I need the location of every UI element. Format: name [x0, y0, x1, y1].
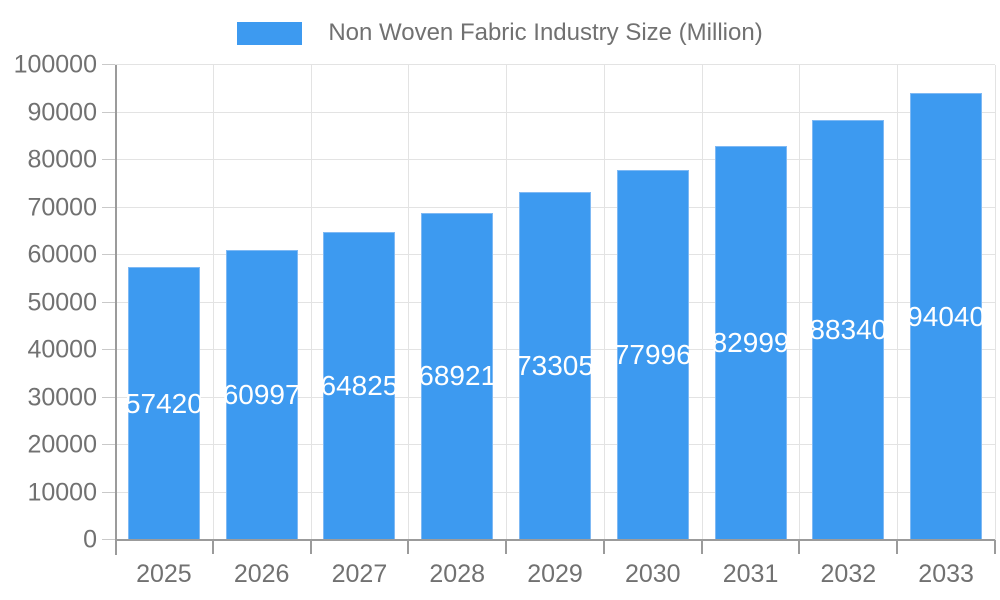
- x-tick-mark: [505, 540, 508, 554]
- y-tick-label: 0: [83, 525, 97, 554]
- x-tick-mark: [309, 540, 312, 554]
- y-tick-label: 30000: [27, 383, 97, 411]
- v-gridline: [995, 65, 996, 540]
- x-axis-line: [115, 539, 995, 541]
- bar-value-label: 73305: [516, 349, 594, 381]
- y-tick-label: 70000: [27, 193, 97, 221]
- y-tick-mark: [102, 111, 115, 113]
- bar[interactable]: 57420: [124, 267, 203, 540]
- v-gridline: [310, 65, 312, 540]
- bar-value-label: 82999: [711, 326, 790, 358]
- h-gridline: [115, 159, 995, 160]
- bar-value-label: 64825: [320, 370, 399, 402]
- y-tick-label: 100000: [13, 50, 97, 79]
- x-axis-labels: 2025 2026 2027 2028 2029 2030 2031 2032 2033: [115, 558, 995, 590]
- y-tick-label: 10000: [27, 478, 97, 506]
- bar-value-label: 94040: [907, 300, 986, 332]
- bar-value-label: 57420: [124, 387, 203, 419]
- y-tick-mark: [102, 349, 115, 350]
- y-tick-mark: [102, 491, 115, 493]
- v-gridline: [701, 65, 703, 540]
- y-tick-mark: [102, 539, 115, 540]
- bar-value-label: 60997: [222, 379, 301, 411]
- bar[interactable]: 94040: [907, 93, 986, 540]
- h-gridline: [115, 111, 995, 113]
- y-tick-mark: [102, 444, 115, 445]
- y-tick-mark: [102, 301, 115, 303]
- bar[interactable]: 68921: [418, 212, 497, 540]
- x-tick-label: 2026: [233, 560, 290, 588]
- legend: Non Woven Fabric Industry Size (Million): [0, 19, 1000, 46]
- bar[interactable]: 60997: [222, 250, 301, 540]
- x-tick-mark: [407, 540, 410, 554]
- bar-value-label: 77996: [613, 338, 692, 370]
- y-tick-label: 40000: [27, 335, 97, 364]
- x-tick-label: 2025: [136, 560, 192, 588]
- x-tick-mark: [798, 540, 801, 554]
- y-tick-mark: [102, 64, 115, 65]
- v-gridline: [799, 65, 801, 540]
- y-tick-mark: [102, 206, 115, 208]
- bar[interactable]: 82999: [711, 145, 790, 540]
- x-tick-label: 2033: [918, 560, 974, 588]
- y-tick-label: 60000: [27, 240, 97, 269]
- x-tick-mark: [602, 540, 605, 554]
- y-tick-mark: [102, 254, 115, 255]
- v-gridline: [897, 65, 899, 540]
- y-tick-label: 90000: [27, 98, 97, 126]
- y-axis-line: [115, 65, 117, 555]
- x-tick-mark: [211, 540, 214, 554]
- h-gridline: [115, 64, 995, 65]
- bar[interactable]: 73305: [516, 191, 594, 540]
- bar-value-label: 68921: [418, 360, 497, 392]
- x-tick-label: 2027: [331, 560, 388, 588]
- bar[interactable]: 64825: [321, 232, 398, 540]
- x-tick-mark: [700, 540, 703, 554]
- x-tick-label: 2028: [429, 560, 486, 588]
- plot-area: 57420 60997 64825 68921 73305 77996 82999 88340…: [102, 64, 996, 555]
- v-gridline: [212, 65, 214, 540]
- v-gridline: [408, 65, 410, 540]
- x-tick-mark: [896, 540, 899, 554]
- bar-value-label: 88340: [809, 314, 888, 346]
- y-tick-label: 50000: [27, 288, 97, 316]
- y-tick-mark: [102, 159, 115, 160]
- v-gridline: [603, 65, 605, 540]
- y-axis-labels: 0 10000 20000 30000 40000 50000 60000 70000 8000…: [0, 51, 97, 554]
- legend-label: Non Woven Fabric Industry Size (Million): [328, 19, 763, 46]
- y-tick-label: 20000: [27, 430, 97, 459]
- x-tick-label: 2031: [722, 560, 779, 588]
- x-tick-mark: [994, 540, 996, 554]
- legend-swatch: [237, 21, 303, 45]
- bar[interactable]: 88340: [809, 120, 888, 540]
- v-gridline: [506, 65, 508, 540]
- x-tick-label: 2029: [527, 560, 583, 588]
- y-tick-mark: [102, 396, 115, 398]
- bar[interactable]: 77996: [613, 169, 692, 540]
- x-tick-label: 2030: [624, 560, 681, 588]
- y-tick-label: 80000: [27, 145, 97, 174]
- x-tick-label: 2032: [820, 560, 877, 588]
